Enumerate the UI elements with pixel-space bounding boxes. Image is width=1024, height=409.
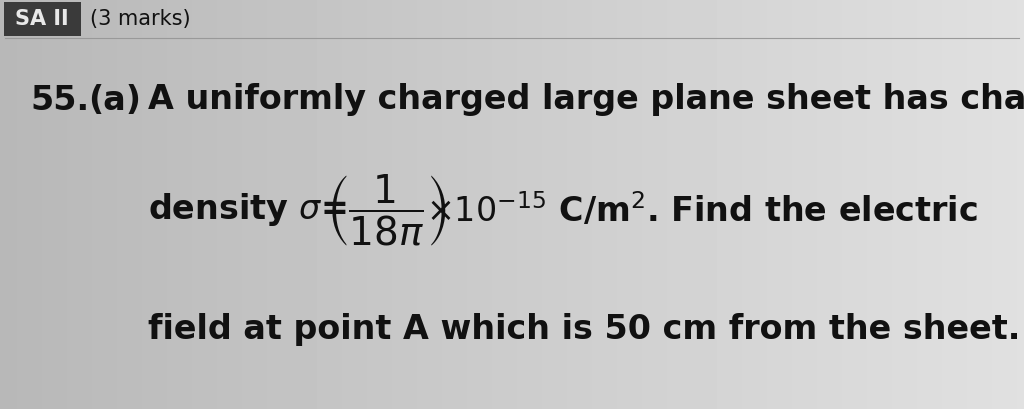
Text: $\left(\dfrac{1}{18\pi}\right)$: $\left(\dfrac{1}{18\pi}\right)$ (326, 172, 446, 248)
Text: A uniformly charged large plane sheet has charge: A uniformly charged large plane sheet ha… (148, 83, 1024, 117)
Text: (a): (a) (88, 83, 141, 117)
Text: (3 marks): (3 marks) (90, 9, 190, 29)
Text: 55.: 55. (30, 83, 89, 117)
Text: $\times10^{-15}$ C/m$^{2}$. Find the electric: $\times10^{-15}$ C/m$^{2}$. Find the ele… (426, 191, 978, 229)
Text: density $\sigma$=: density $\sigma$= (148, 191, 346, 229)
Text: SA II: SA II (15, 9, 69, 29)
FancyBboxPatch shape (4, 2, 81, 36)
Text: field at point A which is 50 cm from the sheet.: field at point A which is 50 cm from the… (148, 314, 1020, 346)
